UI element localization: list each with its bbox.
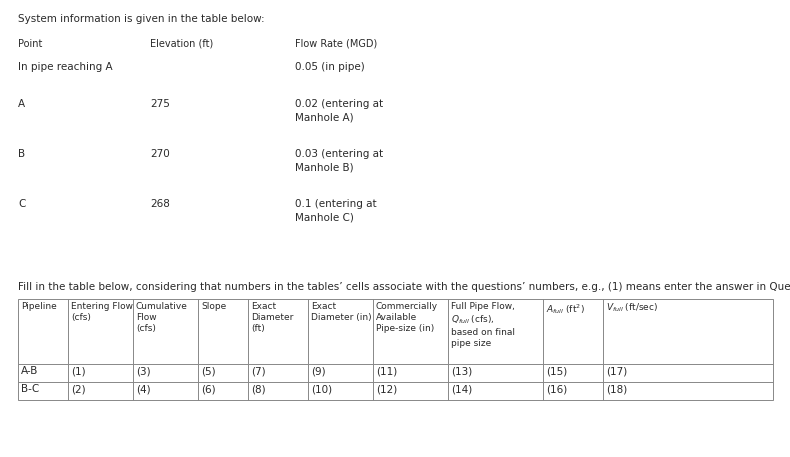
Text: A-B: A-B: [21, 366, 39, 376]
Text: Exact
Diameter
(ft): Exact Diameter (ft): [251, 302, 293, 333]
Text: B: B: [18, 149, 25, 159]
Text: 0.02 (entering at
Manhole A): 0.02 (entering at Manhole A): [295, 99, 383, 123]
Text: (17): (17): [606, 366, 627, 376]
Text: 270: 270: [150, 149, 170, 159]
Text: 0.03 (entering at
Manhole B): 0.03 (entering at Manhole B): [295, 149, 383, 173]
Text: (13): (13): [451, 366, 472, 376]
Text: Entering Flow
(cfs): Entering Flow (cfs): [71, 302, 133, 322]
Text: System information is given in the table below:: System information is given in the table…: [18, 14, 265, 24]
Text: (4): (4): [136, 384, 151, 394]
Bar: [18, 299, 773, 400]
Text: Slope: Slope: [201, 302, 226, 311]
Text: 275: 275: [150, 99, 170, 109]
Text: 0.05 (in pipe): 0.05 (in pipe): [295, 62, 365, 72]
Text: (11): (11): [376, 366, 397, 376]
Text: Point: Point: [18, 39, 43, 49]
Text: (14): (14): [451, 384, 472, 394]
Text: Flow Rate (MGD): Flow Rate (MGD): [295, 39, 378, 49]
Text: (7): (7): [251, 366, 265, 376]
Text: In pipe reaching A: In pipe reaching A: [18, 62, 113, 72]
Text: (2): (2): [71, 384, 85, 394]
Text: (15): (15): [546, 366, 567, 376]
Text: (1): (1): [71, 366, 85, 376]
Text: (16): (16): [546, 384, 567, 394]
Text: 268: 268: [150, 199, 170, 209]
Text: B-C: B-C: [21, 384, 40, 394]
Text: Cumulative
Flow
(cfs): Cumulative Flow (cfs): [136, 302, 188, 333]
Text: (9): (9): [311, 366, 325, 376]
Text: Exact
Diameter (in): Exact Diameter (in): [311, 302, 371, 322]
Text: (6): (6): [201, 384, 216, 394]
Text: A: A: [18, 99, 25, 109]
Text: (3): (3): [136, 366, 151, 376]
Text: Pipeline: Pipeline: [21, 302, 57, 311]
Text: (5): (5): [201, 366, 216, 376]
Text: $V_{full}$ (ft/sec): $V_{full}$ (ft/sec): [606, 302, 658, 314]
Text: Full Pipe Flow,
$Q_{full}$ (cfs),
based on final
pipe size: Full Pipe Flow, $Q_{full}$ (cfs), based …: [451, 302, 515, 348]
Text: 0.1 (entering at
Manhole C): 0.1 (entering at Manhole C): [295, 199, 377, 223]
Text: C: C: [18, 199, 25, 209]
Text: Elevation (ft): Elevation (ft): [150, 39, 213, 49]
Text: (10): (10): [311, 384, 332, 394]
Text: (8): (8): [251, 384, 265, 394]
Text: $A_{full}$ (ft$^2$): $A_{full}$ (ft$^2$): [546, 302, 585, 316]
Text: (18): (18): [606, 384, 627, 394]
Text: Fill in the table below, considering that numbers in the tables’ cells associate: Fill in the table below, considering tha…: [18, 282, 790, 292]
Text: (12): (12): [376, 384, 397, 394]
Text: Commercially
Available
Pipe-size (in): Commercially Available Pipe-size (in): [376, 302, 438, 333]
